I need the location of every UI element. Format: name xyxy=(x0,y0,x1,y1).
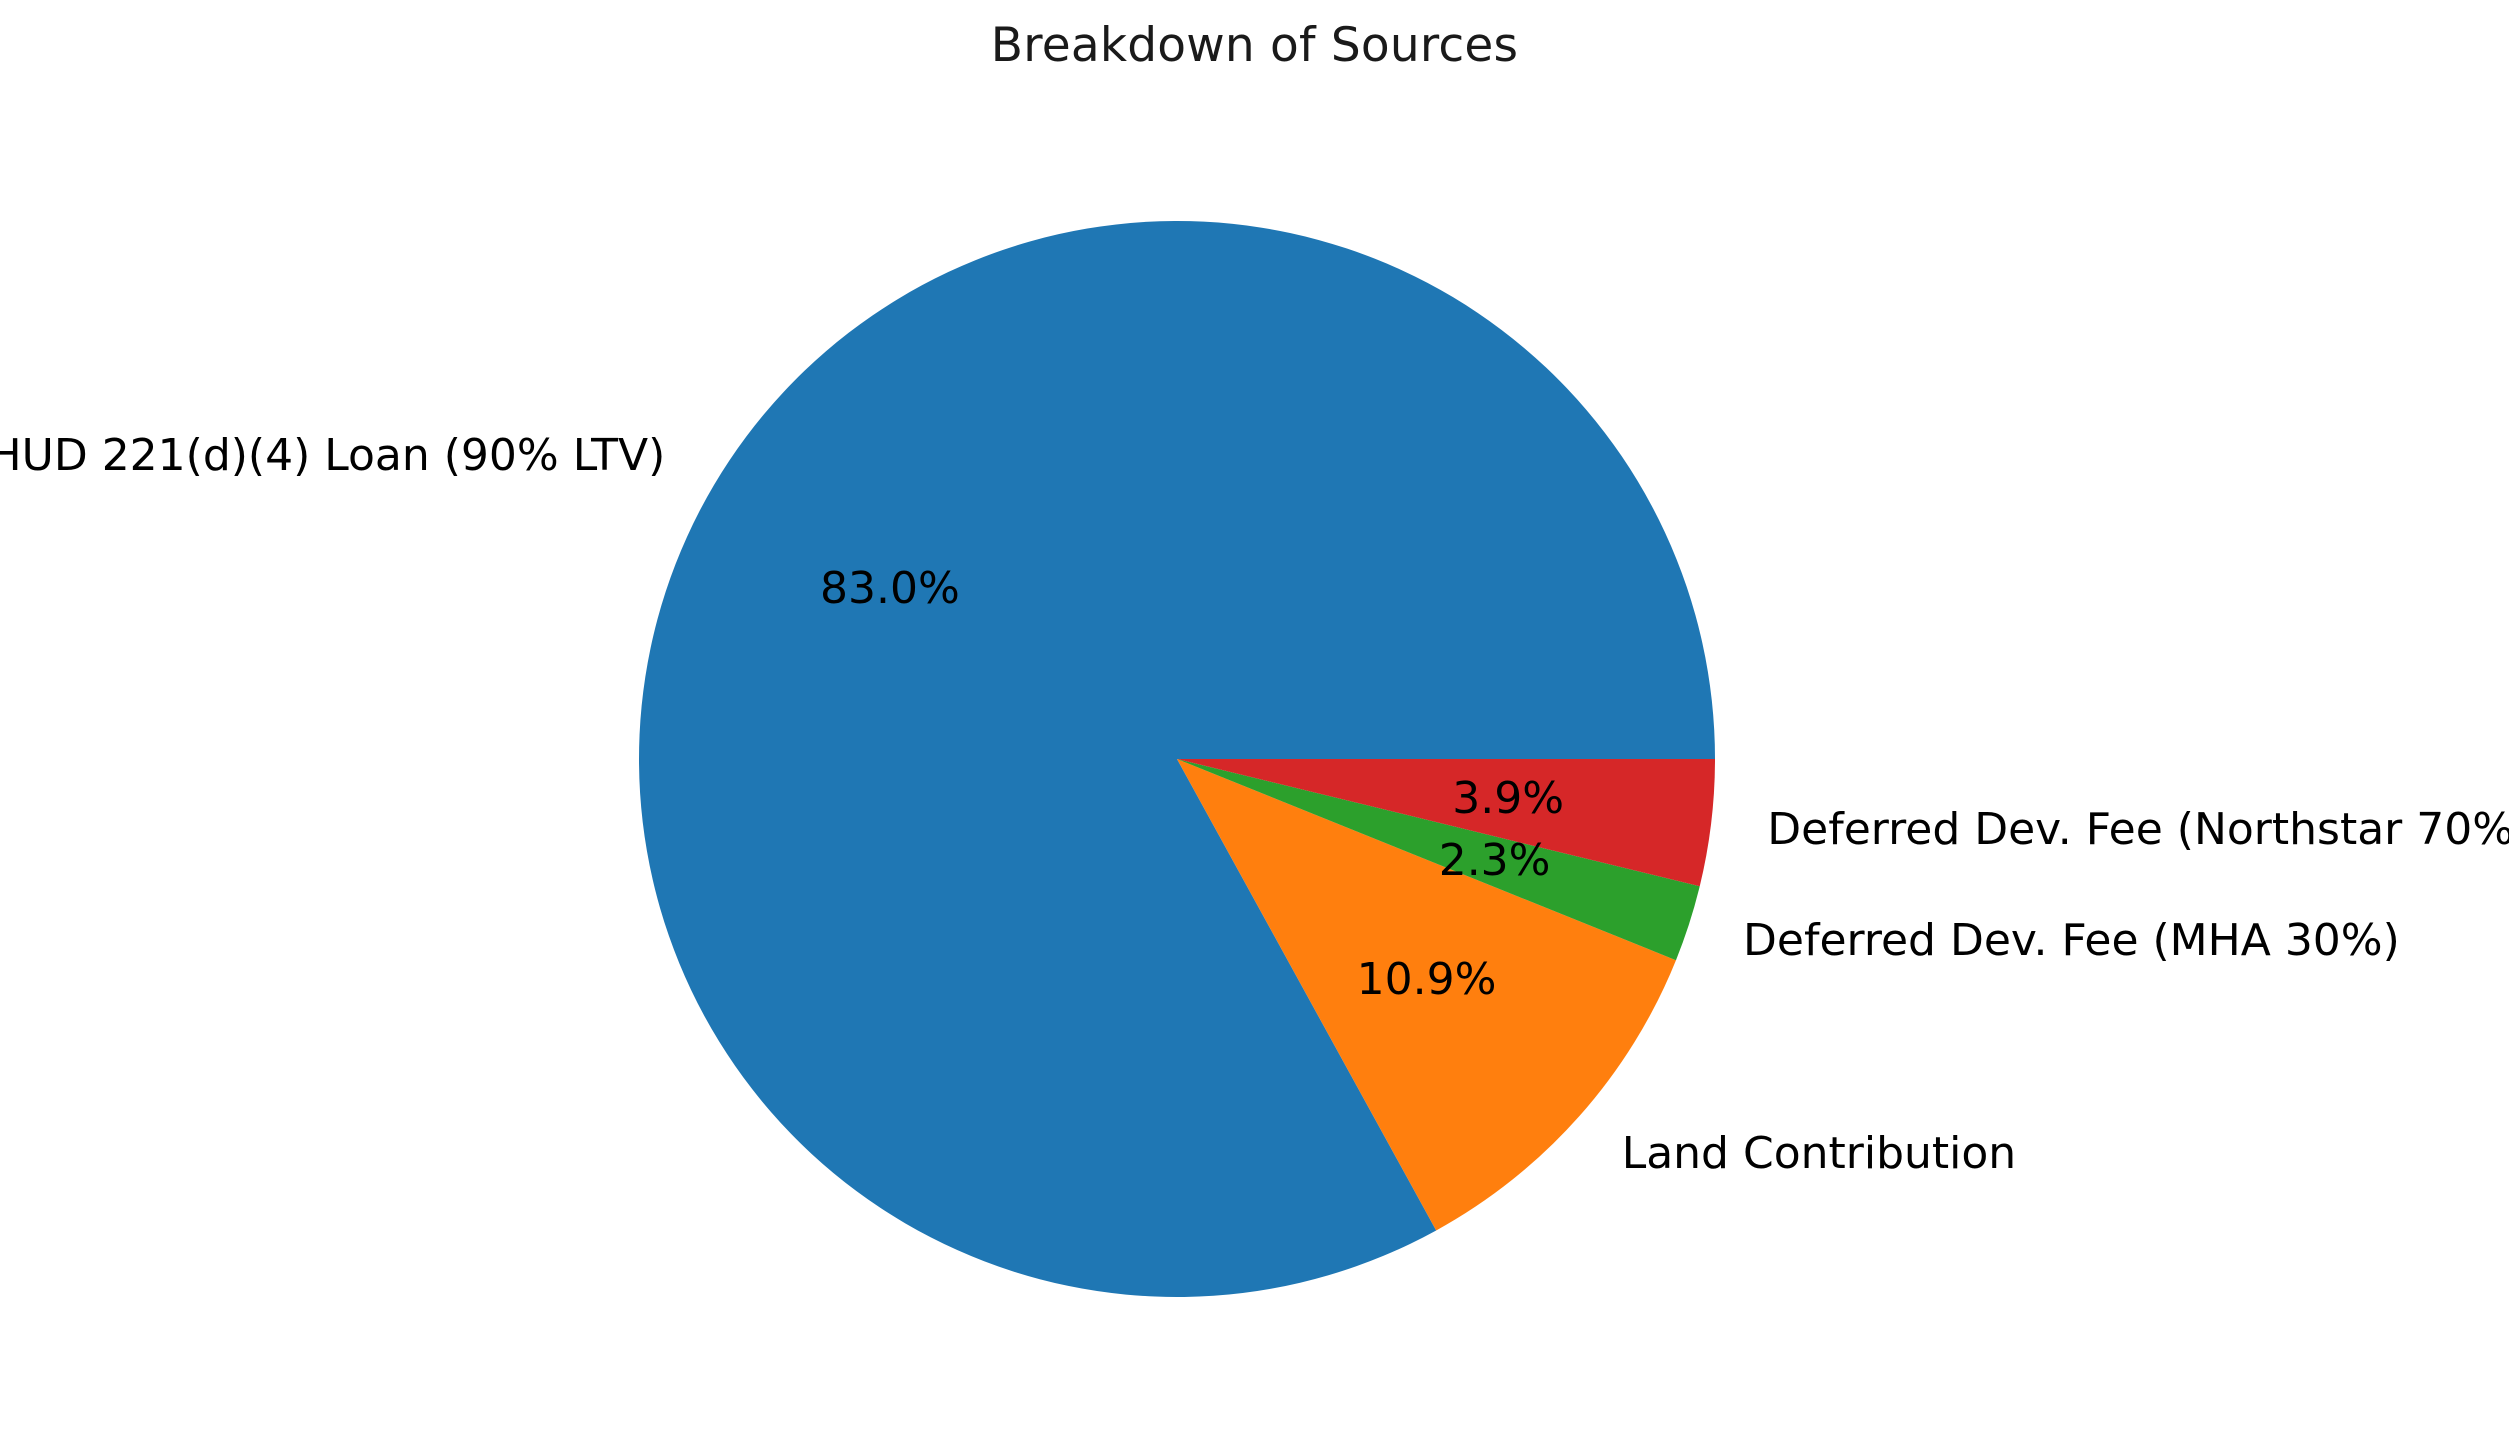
slice-percent-label: 2.3% xyxy=(1438,835,1551,887)
pie-slice[interactable] xyxy=(638,220,1715,1297)
slice-percent-label: 83.0% xyxy=(820,563,960,615)
slice-category-label: Land Contribution xyxy=(1621,1127,2017,1179)
page-title: Breakdown of Sources xyxy=(990,18,1519,73)
slice-category-label: HUD 221(d)(4) Loan (90% LTV) xyxy=(0,430,666,482)
slice-percent-label: 10.9% xyxy=(1356,954,1497,1006)
slice-percent-label: 3.9% xyxy=(1452,772,1565,824)
pie-wedge-group xyxy=(638,220,1715,1297)
pie-slice[interactable] xyxy=(1177,759,1715,887)
pie-slice[interactable] xyxy=(1177,759,1700,961)
slice-category-label: Deferred Dev. Fee (MHA 30%) xyxy=(1743,914,2400,966)
pie-slice[interactable] xyxy=(1177,759,1676,1231)
slice-category-label: Deferred Dev. Fee (Northstar 70%) xyxy=(1767,803,2509,855)
